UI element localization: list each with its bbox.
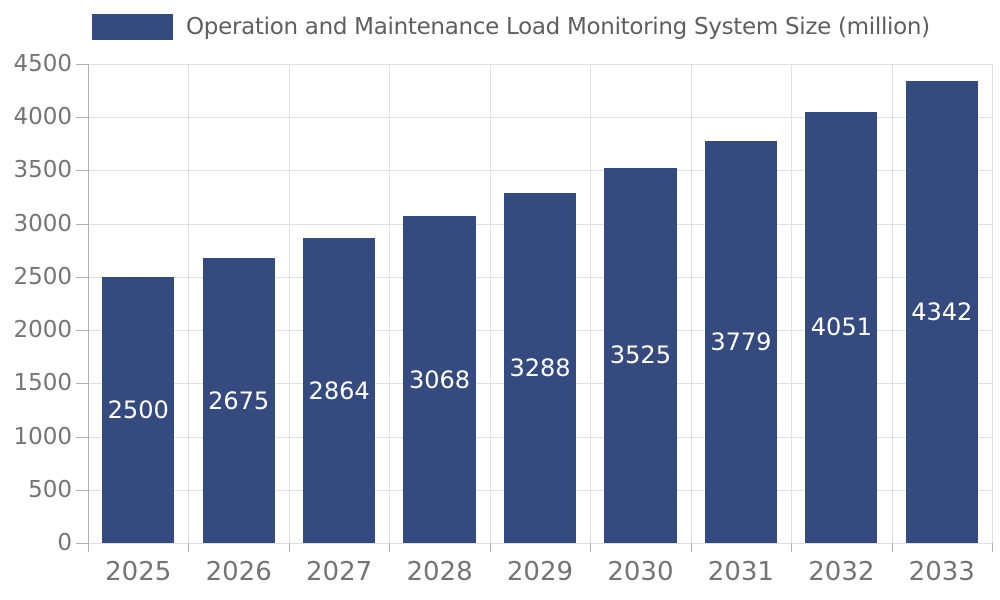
gridline-h bbox=[88, 64, 992, 65]
gridline-v bbox=[288, 64, 290, 543]
gridline-v bbox=[590, 64, 592, 543]
y-axis-label: 4000 bbox=[13, 104, 72, 131]
bar-value-label: 2500 bbox=[107, 395, 169, 424]
x-axis-label: 2030 bbox=[607, 557, 674, 587]
y-tick bbox=[76, 489, 88, 491]
bar[interactable] bbox=[102, 276, 175, 543]
x-axis-label: 2033 bbox=[908, 557, 975, 587]
bar-value-label: 3288 bbox=[509, 354, 571, 382]
y-tick bbox=[76, 64, 88, 65]
x-tick bbox=[690, 543, 692, 552]
bar[interactable] bbox=[905, 80, 978, 543]
y-axis-label: 1500 bbox=[13, 370, 72, 397]
x-tick bbox=[188, 543, 190, 552]
legend-item[interactable]: Operation and Maintenance Load Monitorin… bbox=[92, 14, 930, 40]
y-tick bbox=[76, 330, 88, 332]
bar[interactable] bbox=[202, 258, 275, 543]
bar[interactable] bbox=[302, 238, 376, 543]
y-tick bbox=[76, 436, 88, 438]
y-axis-label: 500 bbox=[28, 476, 72, 503]
x-axis-label: 2031 bbox=[707, 557, 774, 587]
gridline-v bbox=[791, 64, 793, 543]
bar[interactable] bbox=[805, 111, 878, 543]
y-axis-label: 3000 bbox=[13, 210, 72, 237]
x-tick bbox=[489, 543, 491, 552]
x-axis-label: 2028 bbox=[406, 557, 473, 587]
bar[interactable] bbox=[604, 167, 677, 543]
bar[interactable] bbox=[503, 193, 577, 543]
gridline-h bbox=[88, 170, 992, 172]
x-axis-label: 2032 bbox=[808, 557, 875, 587]
y-tick bbox=[76, 117, 88, 119]
y-tick bbox=[76, 543, 88, 544]
y-axis-label: 4500 bbox=[13, 51, 72, 77]
gridline-v bbox=[389, 64, 391, 543]
x-axis-label: 2025 bbox=[105, 557, 172, 587]
y-axis-label: 0 bbox=[57, 530, 72, 556]
gridline-v bbox=[891, 64, 893, 543]
gridline-v bbox=[992, 64, 993, 543]
legend-swatch-icon bbox=[92, 14, 173, 40]
bar[interactable] bbox=[704, 140, 778, 543]
gridline-h bbox=[88, 543, 992, 544]
bar-value-label: 4342 bbox=[911, 297, 973, 326]
bar-value-label: 2675 bbox=[208, 386, 270, 415]
gridline-v bbox=[489, 64, 491, 543]
gridline-v bbox=[188, 64, 190, 543]
legend-label: Operation and Maintenance Load Monitorin… bbox=[186, 14, 930, 40]
x-tick bbox=[791, 543, 793, 552]
y-axis-label: 3500 bbox=[13, 157, 72, 184]
bar[interactable] bbox=[403, 216, 476, 543]
gridline-h bbox=[88, 117, 992, 119]
y-axis-label: 2500 bbox=[13, 263, 72, 290]
bar-value-label: 4051 bbox=[810, 313, 872, 342]
x-axis-label: 2027 bbox=[306, 557, 373, 587]
y-tick bbox=[76, 276, 88, 278]
bar-value-label: 3779 bbox=[710, 327, 772, 356]
x-tick bbox=[891, 543, 893, 552]
bar-value-label: 2864 bbox=[308, 376, 370, 405]
x-tick bbox=[288, 543, 290, 552]
y-axis-label: 1000 bbox=[13, 423, 72, 450]
y-tick bbox=[76, 383, 88, 385]
gridline-v bbox=[690, 64, 692, 543]
x-axis-label: 2029 bbox=[506, 557, 574, 587]
x-tick bbox=[590, 543, 592, 552]
bar-value-label: 3525 bbox=[609, 341, 671, 370]
x-tick bbox=[992, 543, 993, 552]
y-axis-line bbox=[88, 64, 89, 552]
y-tick bbox=[76, 223, 88, 225]
y-tick bbox=[76, 170, 88, 172]
x-axis-label: 2026 bbox=[205, 557, 272, 587]
x-tick bbox=[389, 543, 391, 552]
bar-value-label: 3068 bbox=[409, 365, 471, 394]
y-axis-label: 2000 bbox=[13, 317, 72, 344]
